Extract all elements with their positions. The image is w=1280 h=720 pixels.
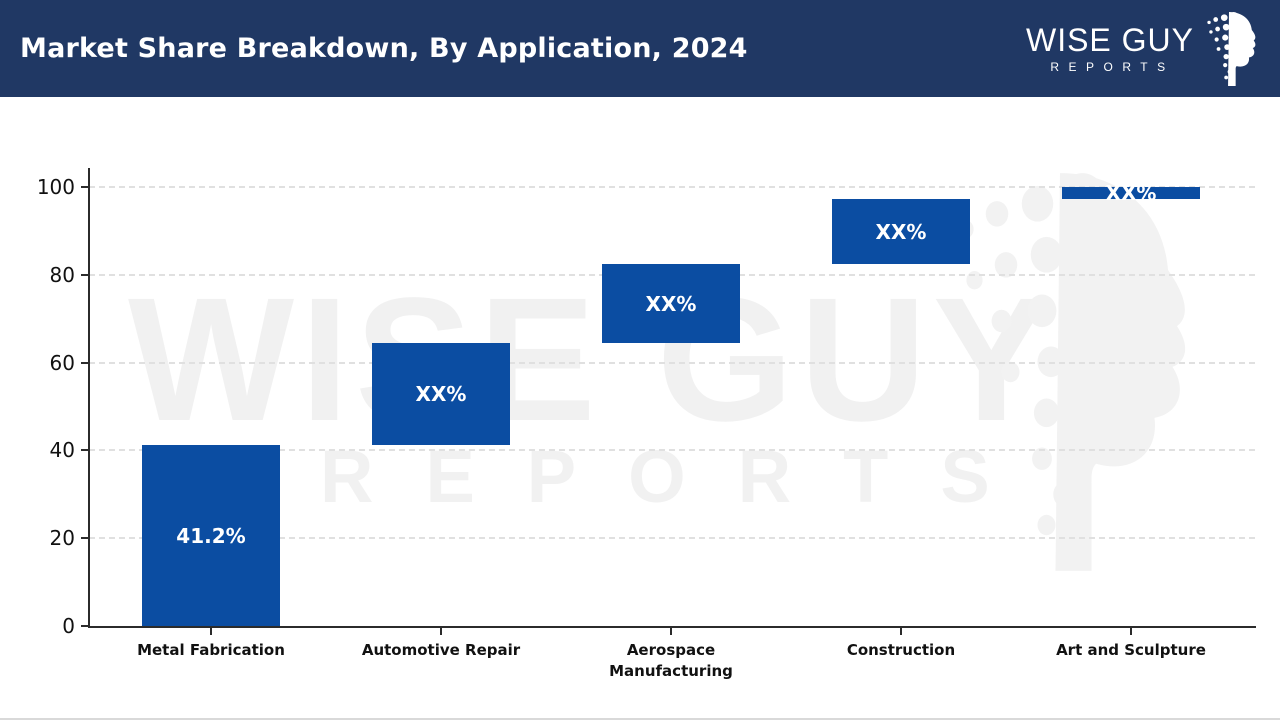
y-tick-mark <box>81 449 89 452</box>
bar-value-label: XX% <box>415 381 467 406</box>
y-tick-mark <box>81 186 89 188</box>
gridline <box>89 361 1255 364</box>
gridline <box>89 449 1255 452</box>
bar: 41.2% <box>142 445 280 626</box>
bar-value-label: XX% <box>645 291 697 316</box>
gridline <box>89 186 1255 188</box>
logo-wordmark: WISE GUY <box>1025 21 1194 58</box>
x-tick-mark <box>1130 628 1132 635</box>
x-category-label: Aerospace Manufacturing <box>609 641 733 680</box>
y-tick-mark <box>81 537 89 540</box>
y-tick-mark <box>81 273 89 276</box>
bar: XX% <box>1062 181 1200 205</box>
logo-face-icon <box>1207 11 1256 86</box>
x-tick-mark <box>670 628 672 635</box>
y-tick-label: 0 <box>62 614 75 638</box>
bar-value-label: XX% <box>875 219 927 244</box>
y-tick-mark <box>81 361 89 364</box>
x-tick-mark <box>900 628 902 635</box>
chart-title: Market Share Breakdown, By Application, … <box>20 33 748 64</box>
gridline <box>89 537 1255 540</box>
y-tick-label: 40 <box>49 438 75 463</box>
y-tick-label: 60 <box>49 350 75 375</box>
header-banner: Market Share Breakdown, By Application, … <box>0 0 1280 97</box>
y-tick-mark <box>81 625 89 627</box>
bottom-divider <box>0 718 1280 720</box>
y-tick-label: 20 <box>49 526 75 551</box>
bar: XX% <box>602 264 740 343</box>
wiseguy-logo: WISE GUY REPORTS <box>1026 11 1260 87</box>
bar: XX% <box>832 199 970 265</box>
x-category-label: Automotive Repair <box>361 641 521 659</box>
y-axis-spine <box>88 168 90 626</box>
x-tick-mark <box>440 628 442 635</box>
y-tick-label: 100 <box>36 175 75 199</box>
y-tick-label: 80 <box>49 262 75 287</box>
x-tick-mark <box>210 628 212 635</box>
logo-text: WISE GUY REPORTS <box>1026 24 1194 74</box>
bar-value-label: XX% <box>1105 181 1157 206</box>
logo-subtitle: REPORTS <box>1050 59 1175 74</box>
x-category-label: Art and Sculpture <box>1056 641 1206 659</box>
x-category-label: Metal Fabrication <box>137 641 285 659</box>
bar: XX% <box>372 342 510 446</box>
x-axis-spine <box>88 626 1256 628</box>
bar-value-label: 41.2% <box>176 523 246 548</box>
x-category-label: Construction <box>846 641 956 659</box>
